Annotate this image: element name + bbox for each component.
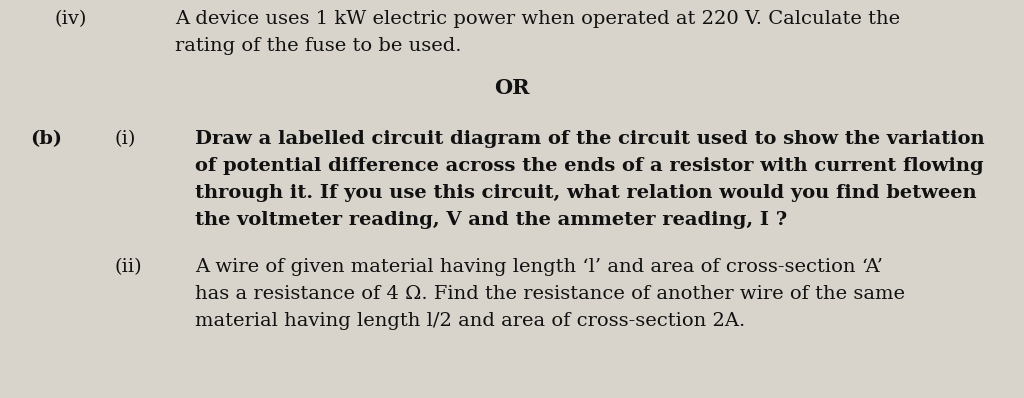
Text: (ii): (ii) — [115, 258, 142, 276]
Text: A device uses 1 kW electric power when operated at 220 V. Calculate the: A device uses 1 kW electric power when o… — [175, 10, 900, 28]
Text: has a resistance of 4 Ω. Find the resistance of another wire of the same: has a resistance of 4 Ω. Find the resist… — [195, 285, 905, 303]
Text: (b): (b) — [30, 130, 62, 148]
Text: (i): (i) — [115, 130, 136, 148]
Text: material having length l/2 and area of cross-section 2A.: material having length l/2 and area of c… — [195, 312, 745, 330]
Text: of potential difference across the ends of a resistor with current flowing: of potential difference across the ends … — [195, 157, 984, 175]
Text: the voltmeter reading, V and the ammeter reading, I ?: the voltmeter reading, V and the ammeter… — [195, 211, 787, 229]
Text: (iv): (iv) — [55, 10, 87, 28]
Text: through it. If you use this circuit, what relation would you find between: through it. If you use this circuit, wha… — [195, 184, 977, 202]
Text: OR: OR — [495, 78, 529, 98]
Text: rating of the fuse to be used.: rating of the fuse to be used. — [175, 37, 462, 55]
Text: Draw a labelled circuit diagram of the circuit used to show the variation: Draw a labelled circuit diagram of the c… — [195, 130, 985, 148]
Text: A wire of given material having length ‘l’ and area of cross-section ‘A’: A wire of given material having length ‘… — [195, 258, 883, 276]
